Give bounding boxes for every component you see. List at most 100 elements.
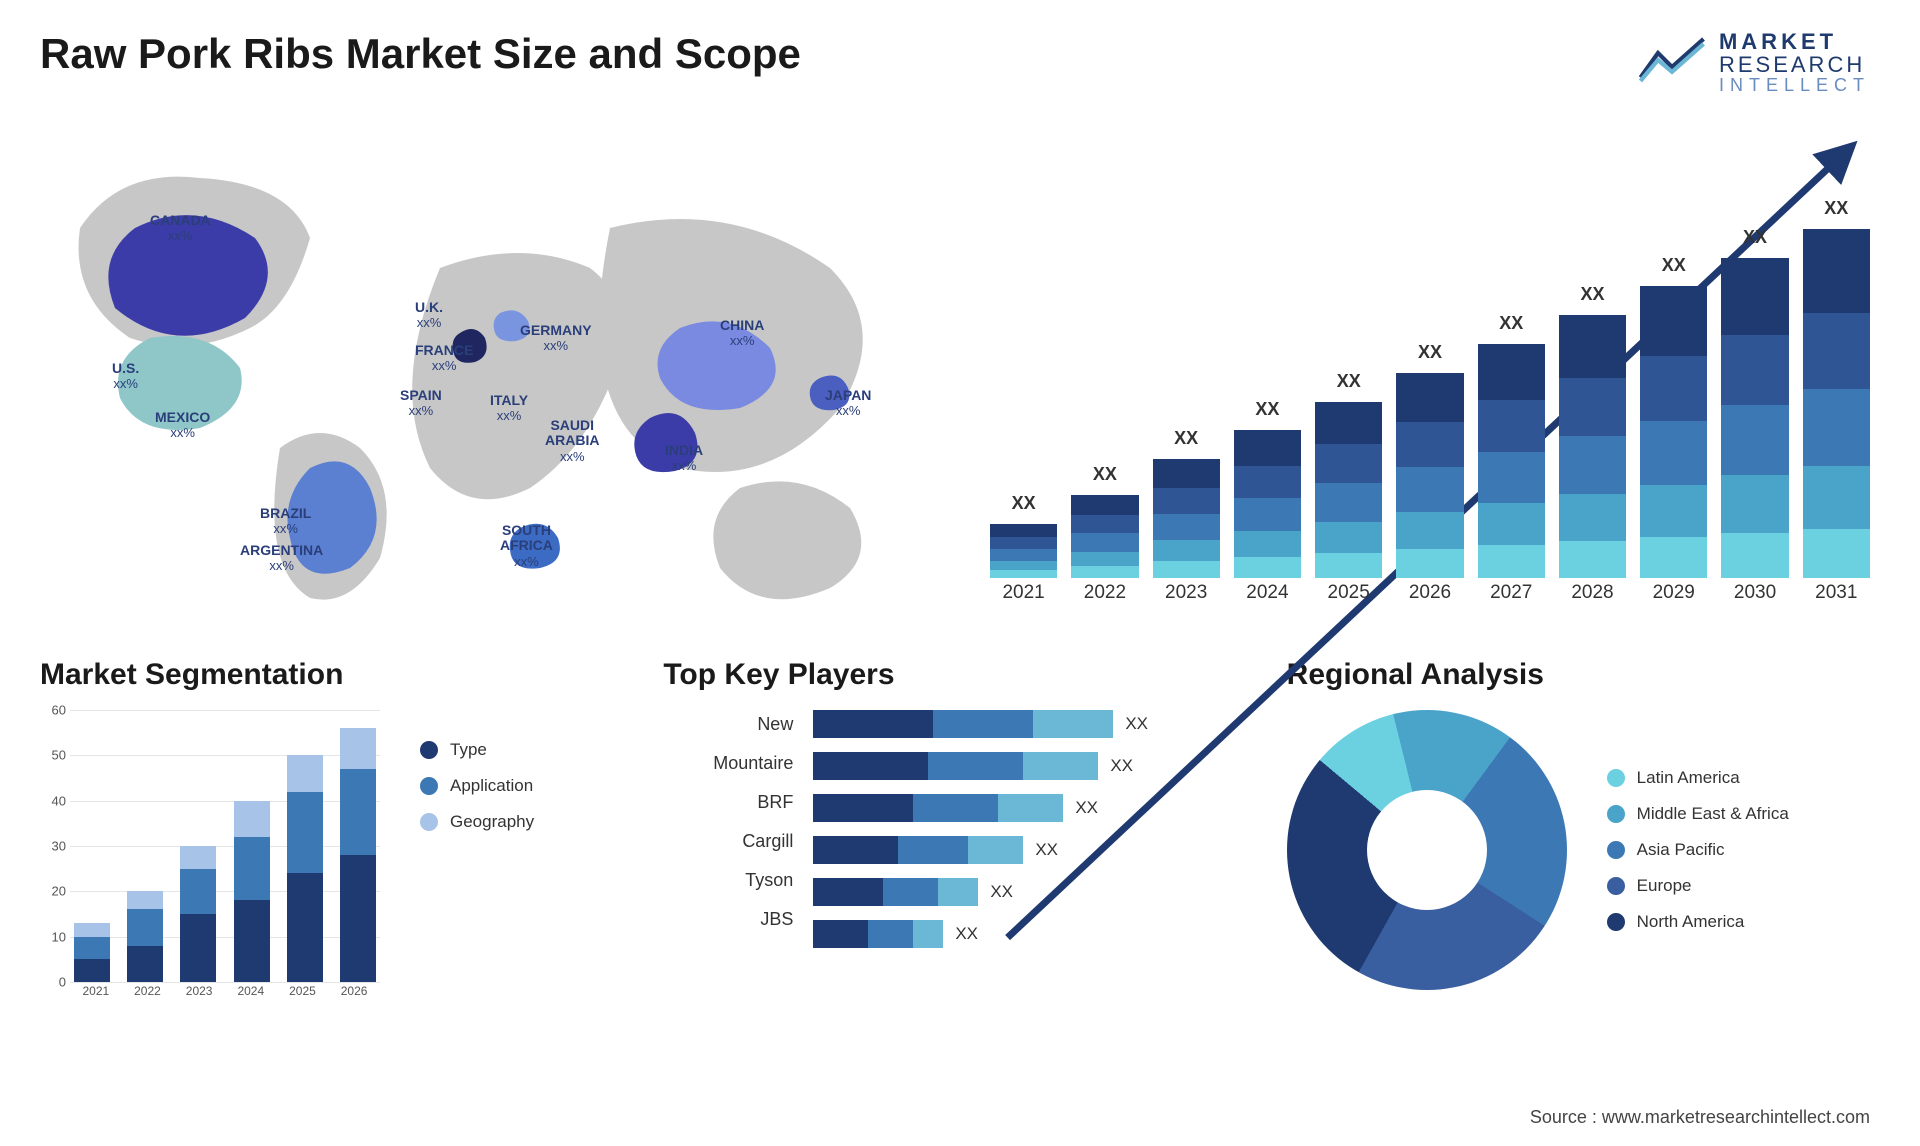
player-value: XX (990, 882, 1013, 902)
players-bar-chart: XX XX XX XX XX XX (813, 710, 1256, 948)
growth-year-label: 2021 (990, 582, 1057, 618)
segmentation-bar-chart: 0102030405060 202120222023202420252026 (40, 710, 380, 1010)
map-label: U.K.xx% (415, 300, 443, 331)
growth-bar-value: XX (1743, 227, 1767, 248)
segmentation-panel: Market Segmentation 0102030405060 202120… (40, 658, 633, 1010)
seg-legend-item: Type (420, 740, 534, 760)
growth-year-label: 2029 (1640, 582, 1707, 618)
growth-bar: XX (1234, 399, 1301, 578)
growth-bar: XX (990, 493, 1057, 578)
seg-bar (180, 846, 216, 982)
player-label: Cargill (742, 831, 793, 852)
player-label: JBS (760, 909, 793, 930)
logo-line3: INTELLECT (1719, 76, 1870, 95)
growth-bar-value: XX (1337, 371, 1361, 392)
player-label: Mountaire (713, 753, 793, 774)
player-label: Tyson (745, 870, 793, 891)
seg-bar (340, 728, 376, 982)
regional-donut-chart (1287, 710, 1567, 990)
growth-year-label: 2030 (1721, 582, 1788, 618)
map-label: U.S.xx% (112, 361, 139, 392)
seg-bar (127, 891, 163, 982)
map-label: SOUTHAFRICAxx% (500, 523, 553, 569)
growth-bar: XX (1071, 464, 1138, 578)
player-label: BRF (757, 792, 793, 813)
page-title: Raw Pork Ribs Market Size and Scope (40, 30, 1880, 78)
player-value: XX (1125, 714, 1148, 734)
growth-bar-value: XX (1580, 284, 1604, 305)
player-bar-row: XX (813, 836, 1256, 864)
seg-legend-item: Application (420, 776, 534, 796)
map-label: GERMANYxx% (520, 323, 592, 354)
player-bar-row: XX (813, 794, 1256, 822)
logo-icon (1637, 35, 1707, 90)
seg-year-label: 2026 (341, 984, 368, 1010)
growth-bar-value: XX (1662, 255, 1686, 276)
brand-logo: MARKET RESEARCH INTELLECT (1637, 30, 1870, 95)
seg-bar (287, 755, 323, 982)
player-value: XX (1035, 840, 1058, 860)
growth-bar-value: XX (1418, 342, 1442, 363)
player-value: XX (955, 924, 978, 944)
players-panel: Top Key Players New Mountaire BRF Cargill Ty… (663, 658, 1256, 1010)
growth-bar: XX (1640, 255, 1707, 578)
regional-panel: Regional Analysis Latin America Middle Ea… (1287, 658, 1880, 1010)
growth-bar-value: XX (1255, 399, 1279, 420)
growth-bar-value: XX (1174, 428, 1198, 449)
growth-year-label: 2026 (1396, 582, 1463, 618)
seg-year-label: 2024 (237, 984, 264, 1010)
map-label: ITALYxx% (490, 393, 528, 424)
growth-bar-value: XX (1824, 198, 1848, 219)
growth-bar: XX (1803, 198, 1870, 578)
map-label: JAPANxx% (825, 388, 871, 419)
growth-year-label: 2025 (1315, 582, 1382, 618)
growth-bar: XX (1478, 313, 1545, 578)
seg-year-label: 2025 (289, 984, 316, 1010)
region-legend-item: North America (1607, 912, 1789, 932)
seg-year-label: 2021 (82, 984, 109, 1010)
segmentation-legend: Type Application Geography (420, 740, 534, 832)
growth-year-label: 2031 (1803, 582, 1870, 618)
map-label: SAUDIARABIAxx% (545, 418, 599, 464)
growth-bar: XX (1396, 342, 1463, 578)
map-label: MEXICOxx% (155, 410, 210, 441)
players-axis: New Mountaire BRF Cargill Tyson JBS (663, 710, 793, 948)
map-label: BRAZILxx% (260, 506, 311, 537)
world-map-svg (40, 98, 920, 618)
player-value: XX (1075, 798, 1098, 818)
map-label: CHINAxx% (720, 318, 764, 349)
map-label: INDIAxx% (665, 443, 703, 474)
player-value: XX (1110, 756, 1133, 776)
growth-year-label: 2027 (1478, 582, 1545, 618)
world-map: CANADAxx% U.S.xx% MEXICOxx% BRAZILxx% ARGENT… (40, 98, 940, 618)
growth-bar: XX (1315, 371, 1382, 578)
growth-bar: XX (1559, 284, 1626, 578)
growth-bar: XX (1153, 428, 1220, 578)
logo-line2: RESEARCH (1719, 53, 1870, 76)
player-label: New (757, 714, 793, 735)
players-title: Top Key Players (663, 658, 1256, 692)
player-bar-row: XX (813, 878, 1256, 906)
growth-bar: XX (1721, 227, 1788, 578)
seg-legend-item: Geography (420, 812, 534, 832)
segmentation-title: Market Segmentation (40, 658, 633, 692)
seg-bar (234, 801, 270, 982)
growth-bar-chart: XXXXXXXXXXXXXXXXXXXXXX 20212022202320242… (980, 98, 1880, 618)
regional-legend: Latin America Middle East & Africa Asia Pa… (1607, 768, 1789, 932)
region-legend-item: Asia Pacific (1607, 840, 1789, 860)
growth-year-label: 2023 (1153, 582, 1220, 618)
seg-bar (74, 923, 110, 982)
map-label: SPAINxx% (400, 388, 442, 419)
seg-year-label: 2022 (134, 984, 161, 1010)
growth-year-label: 2028 (1559, 582, 1626, 618)
region-legend-item: Europe (1607, 876, 1789, 896)
player-bar-row: XX (813, 710, 1256, 738)
growth-bar-value: XX (1093, 464, 1117, 485)
region-legend-item: Middle East & Africa (1607, 804, 1789, 824)
map-label: CANADAxx% (150, 213, 211, 244)
regional-title: Regional Analysis (1287, 658, 1880, 692)
logo-line1: MARKET (1719, 30, 1870, 53)
map-label: ARGENTINAxx% (240, 543, 323, 574)
seg-year-label: 2023 (186, 984, 213, 1010)
region-legend-item: Latin America (1607, 768, 1789, 788)
